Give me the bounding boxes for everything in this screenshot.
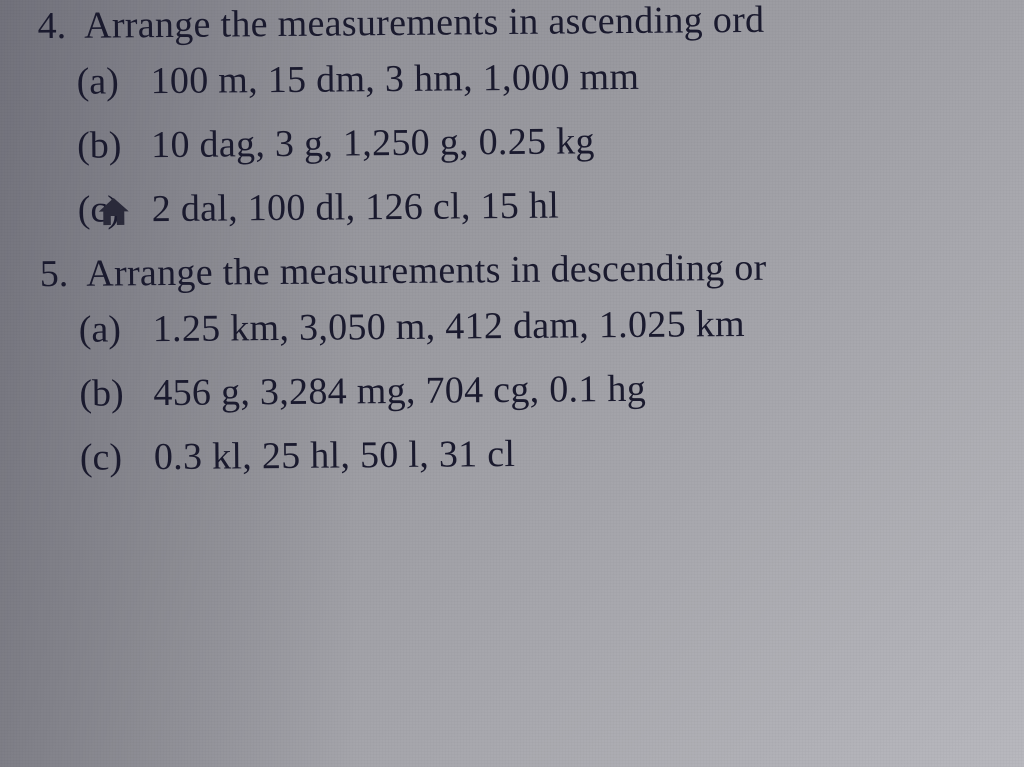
page-content: 4. Arrange the measurements in ascending… bbox=[0, 0, 1024, 480]
home-icon bbox=[96, 193, 132, 229]
question-line: 5. Arrange the measurements in descendin… bbox=[20, 244, 1004, 297]
question-text: Arrange the measurements in ascending or… bbox=[84, 0, 765, 48]
question-4: 4. Arrange the measurements in ascending… bbox=[18, 0, 1004, 232]
option-text: 100 m, 15 dm, 3 hm, 1,000 mm bbox=[150, 55, 639, 103]
option-label: (a) bbox=[76, 59, 136, 104]
option-5a: (a) 1.25 km, 3,050 m, 412 dam, 1.025 km bbox=[79, 300, 1005, 352]
question-text: Arrange the measurements in descending o… bbox=[86, 246, 767, 296]
option-text: 0.3 kl, 25 hl, 50 l, 31 cl bbox=[154, 432, 516, 479]
option-text: 456 g, 3,284 mg, 704 cg, 0.1 hg bbox=[153, 367, 646, 415]
option-5b: (b) 456 g, 3,284 mg, 704 cg, 0.1 hg bbox=[79, 364, 1005, 416]
option-4b: (b) 10 dag, 3 g, 1,250 g, 0.25 kg bbox=[77, 116, 1003, 168]
option-label: (b) bbox=[77, 123, 137, 168]
option-label: (b) bbox=[79, 371, 139, 416]
option-label: (c) bbox=[80, 435, 140, 480]
option-4a: (a) 100 m, 15 dm, 3 hm, 1,000 mm bbox=[76, 52, 1002, 104]
question-5: 5. Arrange the measurements in descendin… bbox=[20, 244, 1006, 481]
option-text: 2 dal, 100 dl, 126 cl, 15 hl bbox=[152, 184, 560, 232]
question-number: 4. bbox=[18, 4, 66, 48]
option-text: 1.25 km, 3,050 m, 412 dam, 1.025 km bbox=[153, 302, 745, 351]
option-5c: (c) 0.3 kl, 25 hl, 50 l, 31 cl bbox=[80, 428, 1006, 480]
option-4c: (c) 2 dal, 100 dl, 126 cl, 15 hl bbox=[78, 180, 1004, 232]
option-label: (a) bbox=[79, 307, 139, 352]
question-line: 4. Arrange the measurements in ascending… bbox=[18, 0, 1002, 48]
option-text: 10 dag, 3 g, 1,250 g, 0.25 kg bbox=[151, 119, 595, 167]
question-number: 5. bbox=[20, 252, 68, 296]
